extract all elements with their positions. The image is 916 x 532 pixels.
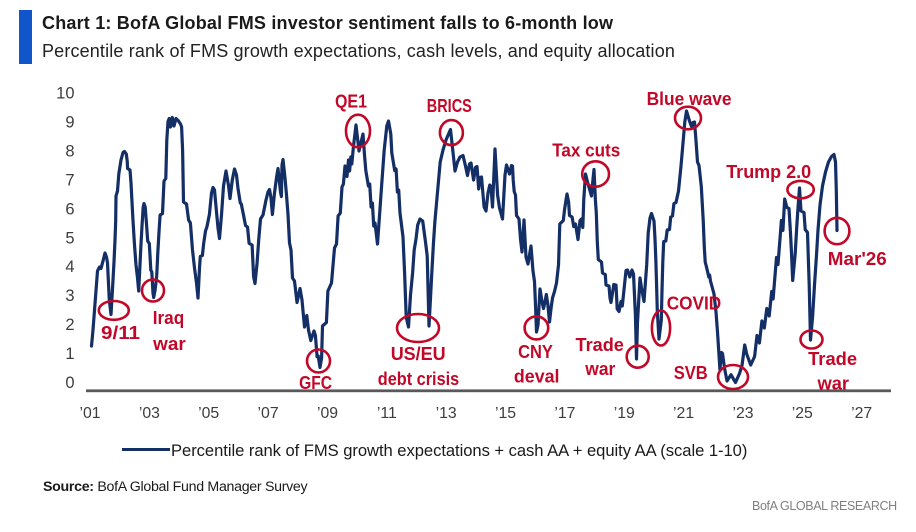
svg-text:debt crisis: debt crisis xyxy=(378,368,459,389)
svg-text:war: war xyxy=(817,372,849,393)
svg-text:Tax cuts: Tax cuts xyxy=(552,140,620,161)
svg-text:5: 5 xyxy=(65,229,74,247)
svg-text:Trump 2.0: Trump 2.0 xyxy=(726,161,811,182)
svg-text:’17: ’17 xyxy=(554,405,575,422)
svg-text:’21: ’21 xyxy=(673,405,694,422)
svg-text:COVID: COVID xyxy=(667,293,722,314)
svg-text:QE1: QE1 xyxy=(335,91,367,112)
svg-text:9: 9 xyxy=(65,114,74,132)
svg-text:Iraq: Iraq xyxy=(153,307,185,328)
svg-text:1: 1 xyxy=(65,345,74,363)
svg-text:7: 7 xyxy=(65,171,74,189)
svg-text:’11: ’11 xyxy=(377,405,397,422)
svg-text:BRICS: BRICS xyxy=(427,95,472,116)
svg-text:2: 2 xyxy=(65,316,74,334)
svg-text:GFC: GFC xyxy=(299,372,332,393)
svg-text:’23: ’23 xyxy=(732,405,753,422)
svg-text:CNY: CNY xyxy=(518,341,553,362)
svg-text:Trade: Trade xyxy=(576,334,624,355)
svg-text:’05: ’05 xyxy=(198,405,219,422)
svg-text:SVB: SVB xyxy=(674,362,708,383)
svg-text:’19: ’19 xyxy=(614,405,635,422)
svg-text:’09: ’09 xyxy=(317,405,338,422)
svg-text:Mar'26: Mar'26 xyxy=(828,248,887,269)
svg-text:’27: ’27 xyxy=(851,405,872,422)
svg-text:’07: ’07 xyxy=(258,405,279,422)
svg-text:6: 6 xyxy=(65,200,74,218)
svg-text:deval: deval xyxy=(514,365,560,386)
svg-text:Trade: Trade xyxy=(808,348,857,369)
svg-text:’25: ’25 xyxy=(792,405,813,422)
svg-text:8: 8 xyxy=(65,142,74,160)
svg-text:0: 0 xyxy=(65,374,74,392)
svg-text:3: 3 xyxy=(65,287,74,305)
svg-text:Blue wave: Blue wave xyxy=(647,88,732,109)
svg-text:’01: ’01 xyxy=(79,405,100,422)
svg-text:war: war xyxy=(584,358,615,379)
svg-text:US/EU: US/EU xyxy=(391,343,446,364)
svg-text:’15: ’15 xyxy=(495,405,516,422)
svg-text:’03: ’03 xyxy=(139,405,160,422)
svg-text:’13: ’13 xyxy=(436,405,457,422)
svg-text:4: 4 xyxy=(65,258,74,276)
svg-text:war: war xyxy=(152,333,186,354)
svg-text:9/11: 9/11 xyxy=(101,322,140,343)
svg-text:10: 10 xyxy=(56,85,74,103)
